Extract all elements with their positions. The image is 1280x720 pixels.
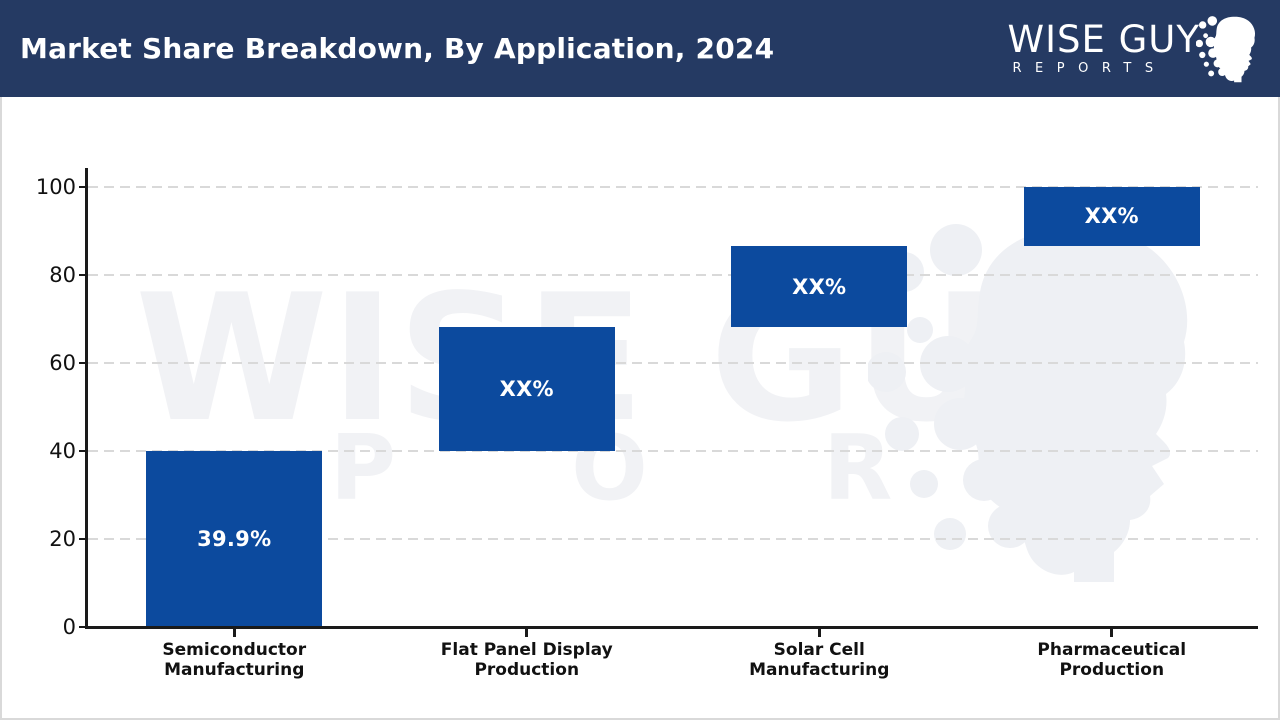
bar-segment: 39.9% [146,451,323,627]
category-label: Flat Panel Display Production [397,640,657,680]
category-label-line: Flat Panel Display [440,640,613,660]
category-label-line: Production [1059,660,1165,680]
wiseguy-face-icon [1196,15,1256,82]
y-tick-0 [79,626,86,628]
x-tick-1 [525,629,529,637]
bar-value-label: XX% [499,377,554,402]
bar-value-label: XX% [792,274,847,299]
bar-segment: XX% [1023,186,1200,246]
x-tick-0 [232,629,236,637]
bar-value-label: 39.9% [197,527,272,552]
category-label-line: Manufacturing [749,660,890,680]
y-tick-label-0: 0 [62,615,76,639]
gridline-20 [88,537,1258,540]
x-tick-3 [1110,629,1114,637]
category-label: Semiconductor Manufacturing [104,640,364,680]
wiseguy-logo: WISE GUY REPORTS [1008,8,1280,90]
logo-wordmark: WISE GUY [1007,18,1200,61]
chart-title: Market Share Breakdown, By Application, … [20,32,775,65]
bar-value-label: XX% [1084,204,1139,229]
gridline-100 [88,185,1258,188]
y-tick-label-100: 100 [35,174,76,199]
wiseguy-logo-text: WISE GUY REPORTS [1008,21,1200,76]
logo-subtitle: REPORTS [1012,61,1167,76]
category-label-line: Manufacturing [164,660,305,680]
gridline-40 [88,449,1258,452]
category-label-line: Pharmaceutical [1037,640,1187,660]
bar-segment: XX% [438,327,615,451]
category-label: Pharmaceutical Production [982,640,1242,680]
gridline-80 [88,273,1258,276]
x-tick-2 [817,629,821,637]
y-tick-60 [79,361,86,364]
y-tick-100 [79,185,86,188]
y-tick-80 [79,273,86,276]
y-tick-label-20: 20 [49,526,76,551]
category-label-line: Production [474,660,580,680]
y-axis-line [85,168,88,629]
y-tick-label-60: 60 [49,350,76,375]
category-label-line: Semiconductor [162,640,307,660]
category-label: Solar Cell Manufacturing [689,640,949,680]
gridline-60 [88,361,1258,364]
category-label-line: Solar Cell [773,640,865,660]
bar-segment: XX% [731,245,908,328]
y-tick-20 [79,537,86,540]
wiseguy-face-watermark-icon [868,224,1188,582]
header-bar: Market Share Breakdown, By Application, … [0,0,1280,97]
y-tick-40 [79,449,86,452]
x-axis-line [85,626,1258,629]
y-tick-label-40: 40 [49,438,76,463]
y-tick-label-80: 80 [49,262,76,287]
